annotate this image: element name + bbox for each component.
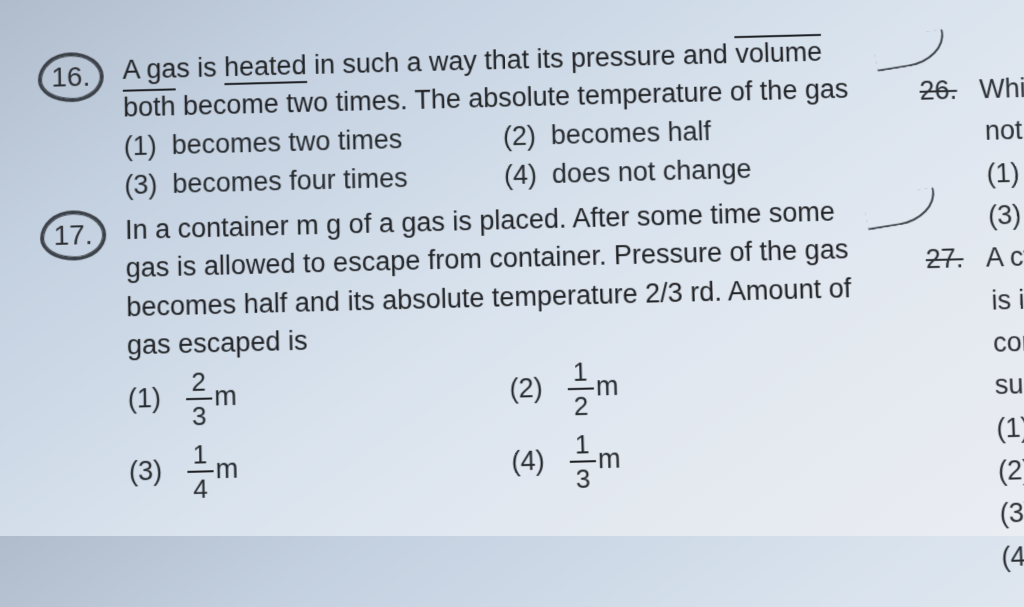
right-p1: (1) bbox=[922, 152, 1024, 194]
question-17-text: In a container m g of a gas is placed. A… bbox=[125, 191, 890, 364]
q17-option-3: (3) 14m bbox=[129, 434, 503, 505]
fraction-1: 23 bbox=[185, 369, 213, 430]
q16-option-3: (3) becomes four times bbox=[124, 156, 494, 205]
right-cont: cont bbox=[928, 321, 1024, 363]
q16-mid1: in such a way that its pressure and bbox=[306, 39, 736, 80]
fraction-2: 12 bbox=[567, 359, 595, 420]
q17-option-2: (2) 12m bbox=[509, 358, 620, 421]
right-q27: 27. A cy bbox=[925, 237, 1024, 279]
question-number-17: 17. bbox=[40, 210, 107, 262]
q16-option-4: (4) does not change bbox=[503, 150, 751, 195]
q17-options: (1) 23m (2) 12m (3) 14m (4) 13m bbox=[127, 350, 905, 504]
q17-option-4: (4) 13m bbox=[511, 430, 622, 494]
right-isin: is in bbox=[927, 279, 1024, 321]
right-rp3: (3) bbox=[935, 492, 1024, 535]
right-not: not bbox=[920, 110, 1024, 152]
q17-option-1: (1) 23m bbox=[127, 361, 500, 431]
right-sure: sure bbox=[930, 364, 1024, 407]
q16-option-2: (2) becomes half bbox=[502, 112, 711, 156]
page-content: 16. A gas is heated in such a way that i… bbox=[28, 27, 1024, 592]
question-17: 17. In a container m g of a gas is place… bbox=[30, 187, 1024, 507]
right-p3: (3) bbox=[924, 194, 1024, 236]
pen-curve-1 bbox=[872, 29, 948, 72]
question-16: 16. A gas is heated in such a way that i… bbox=[28, 27, 1024, 208]
right-column-partial: 26. Whi not (1) (3) 27. A cy is in cont … bbox=[919, 68, 1024, 582]
fraction-4: 13 bbox=[569, 431, 597, 492]
fraction-3: 14 bbox=[186, 441, 214, 502]
q16-pre: A gas is bbox=[122, 52, 224, 84]
right-rp4: (4) bbox=[936, 535, 1024, 578]
right-rp2: (2) bbox=[933, 449, 1024, 492]
question-number-16: 16. bbox=[38, 52, 104, 103]
q16-heated: heated bbox=[224, 50, 307, 85]
right-rp1: (1) bbox=[931, 407, 1024, 450]
right-q26: 26. Whi bbox=[919, 68, 1024, 110]
